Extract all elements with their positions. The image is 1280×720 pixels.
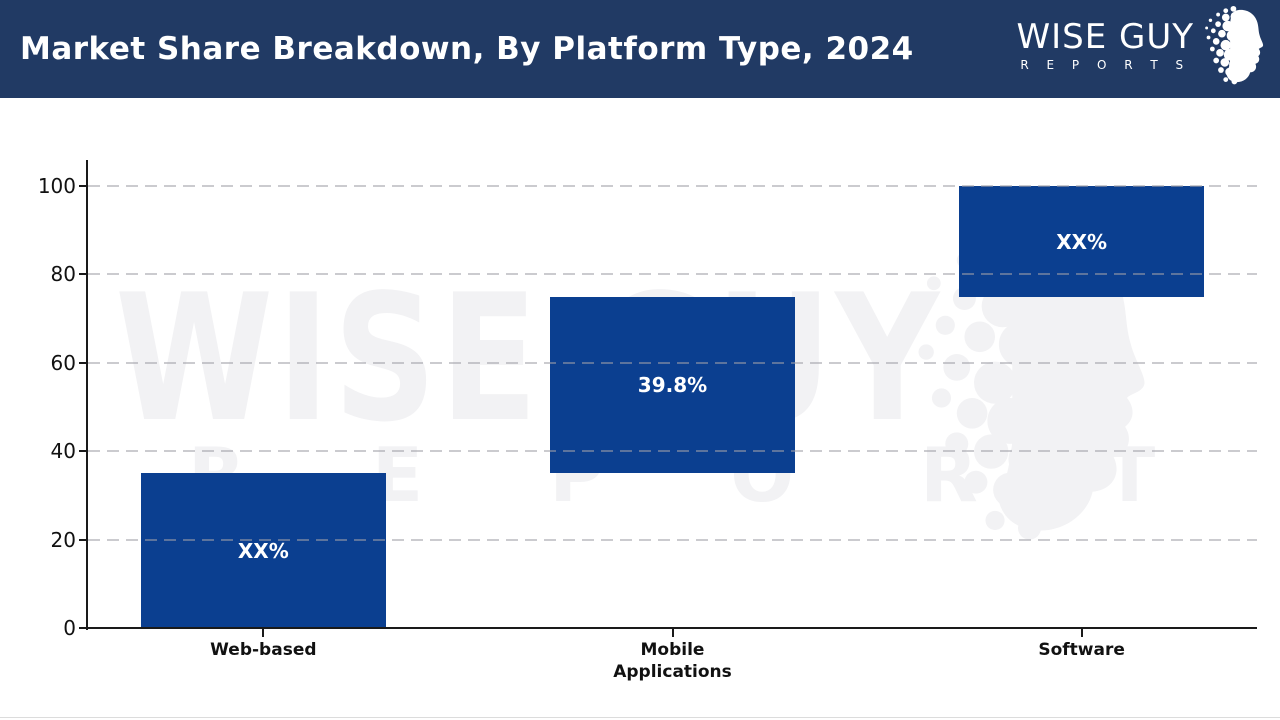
bar-software: XX% [959,186,1205,298]
bar-value-label: XX% [1056,229,1108,254]
y-tick-label-80: 80 [50,262,76,287]
x-category-label-line: Applications [613,662,732,682]
bar-web-based: XX% [140,473,386,628]
gridline-20 [88,538,1257,541]
gridline-100 [88,185,1257,188]
gridline-60 [88,361,1257,364]
gridline-80 [88,273,1257,276]
header-bar: Market Share Breakdown, By Platform Type… [0,0,1280,98]
page-title: Market Share Breakdown, By Platform Type… [20,31,914,67]
bar-value-label: 39.8% [637,373,708,398]
y-tick-label-40: 40 [50,439,76,464]
y-tick-80 [79,273,88,276]
y-tick-label-20: 20 [50,527,76,552]
y-axis-line [86,160,88,630]
y-tick-20 [79,538,88,541]
logo-text: WISE GUY R E P O R T S [1016,17,1194,72]
x-tick-2 [671,629,674,637]
y-tick-label-0: 0 [63,616,76,640]
gridline-40 [88,450,1257,453]
bar-value-label: XX% [237,538,289,563]
y-tick-label-100: 100 [37,174,76,199]
x-category-label-line: Mobile [640,640,705,660]
bar-mobile-applications: 39.8% [550,297,795,474]
x-axis-line [86,627,1257,629]
logo-reports-text: R E P O R T S [1020,57,1191,72]
wise-guy-reports-logo: WISE GUY R E P O R T S [1016,0,1272,98]
y-tick-60 [79,361,88,364]
x-category-label: Mobile Applications [553,639,793,683]
head-profile-dots-icon [1197,5,1266,93]
plot-area: XX% 39.8% XX% [88,160,1257,628]
page-bottom-divider [0,717,1280,718]
x-category-label: Software [962,639,1202,661]
y-tick-0 [79,627,88,629]
y-tick-100 [79,185,88,188]
y-tick-label-60: 60 [50,350,76,375]
y-tick-40 [79,450,88,453]
x-category-label-line: Software [1038,640,1125,660]
x-tick-1 [262,629,265,637]
x-category-label: Web-based [143,639,383,661]
x-tick-3 [1080,629,1083,637]
logo-wordmark: WISE GUY [1016,17,1194,57]
x-category-label-line: Web-based [210,640,317,660]
